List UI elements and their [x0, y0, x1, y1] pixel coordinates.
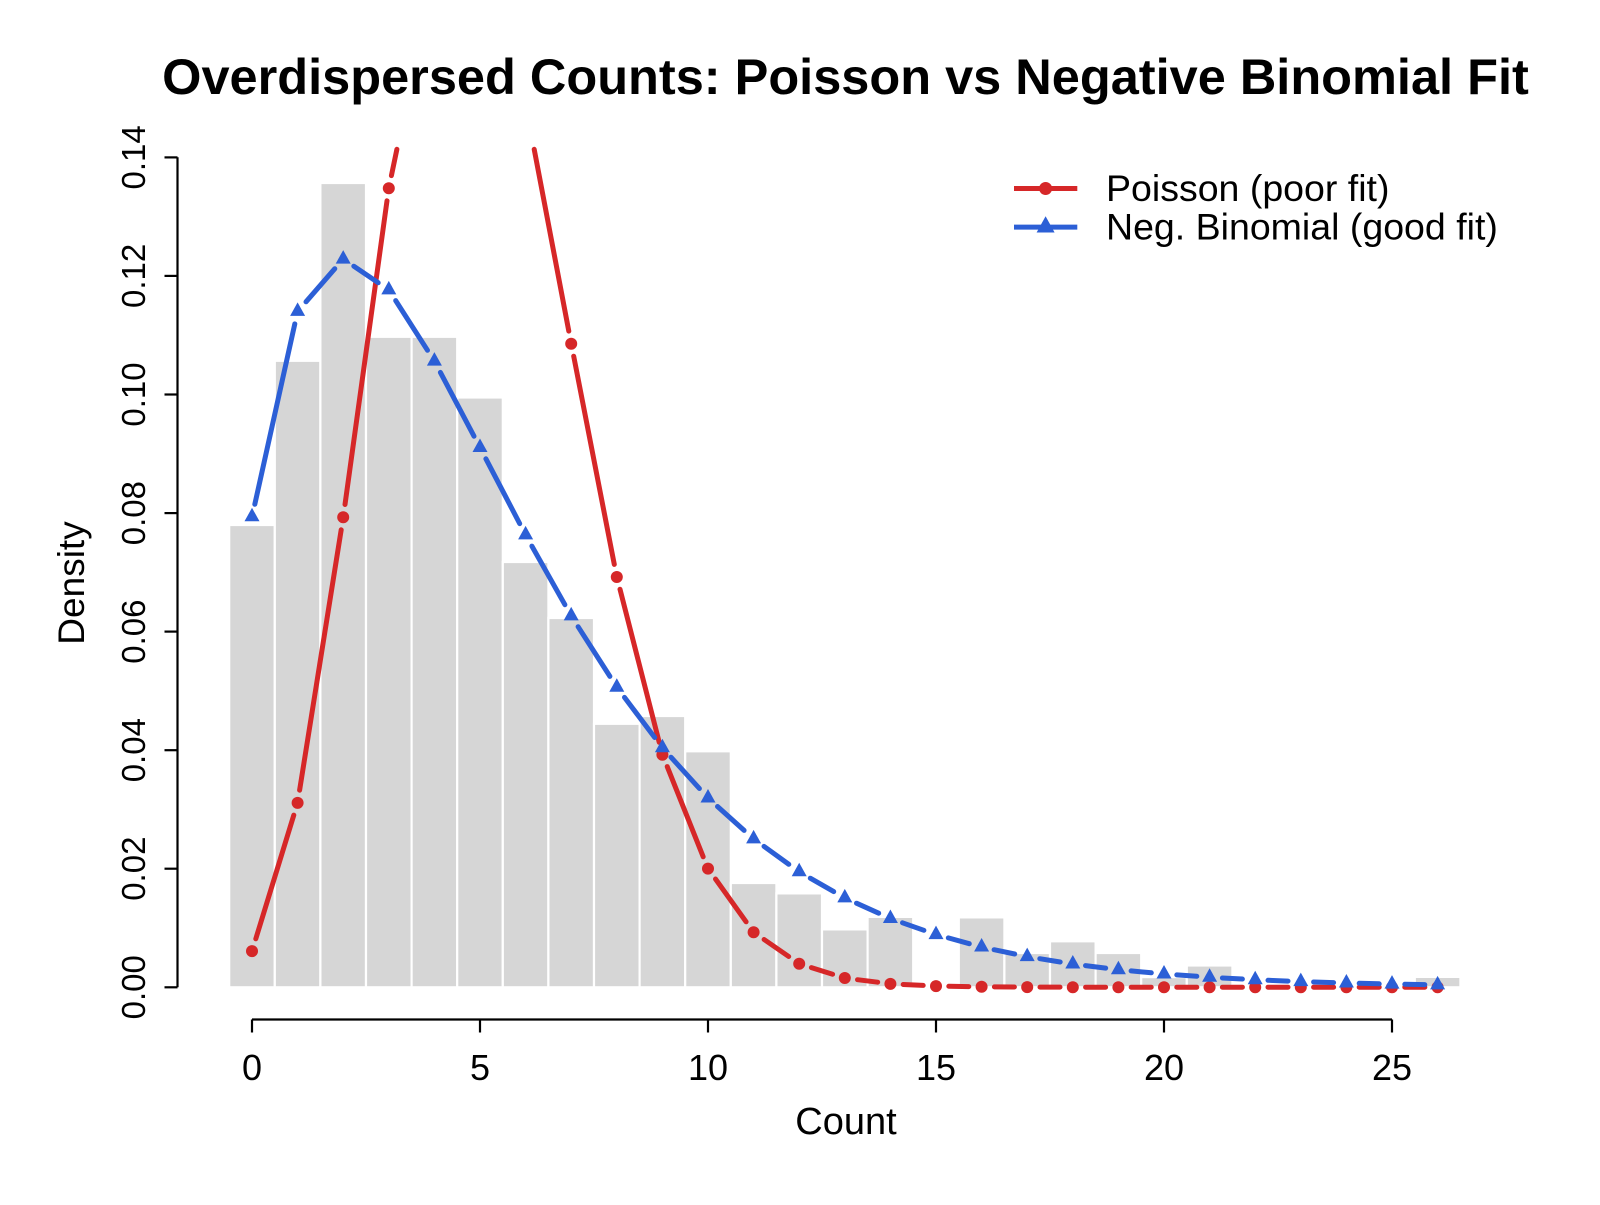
- svg-text:Neg. Binomial (good fit): Neg. Binomial (good fit): [1106, 205, 1498, 247]
- svg-text:0.12: 0.12: [115, 244, 152, 308]
- svg-text:Density: Density: [51, 521, 92, 645]
- svg-text:0.08: 0.08: [115, 481, 152, 545]
- svg-text:Count: Count: [795, 1101, 897, 1143]
- svg-text:5: 5: [470, 1047, 490, 1088]
- svg-text:0: 0: [242, 1047, 262, 1088]
- svg-text:20: 20: [1144, 1047, 1184, 1088]
- svg-text:Overdispersed Counts: Poisson: Overdispersed Counts: Poisson vs Negativ…: [162, 48, 1529, 105]
- svg-text:0.14: 0.14: [115, 125, 152, 189]
- svg-text:0.00: 0.00: [115, 955, 152, 1019]
- svg-text:15: 15: [916, 1047, 956, 1088]
- svg-text:0.06: 0.06: [115, 599, 152, 663]
- svg-text:0.10: 0.10: [115, 362, 152, 426]
- svg-text:10: 10: [688, 1047, 728, 1088]
- svg-text:0.04: 0.04: [115, 718, 152, 782]
- svg-text:Poisson (poor fit): Poisson (poor fit): [1106, 167, 1389, 209]
- svg-text:25: 25: [1372, 1047, 1412, 1088]
- svg-text:0.02: 0.02: [115, 837, 152, 901]
